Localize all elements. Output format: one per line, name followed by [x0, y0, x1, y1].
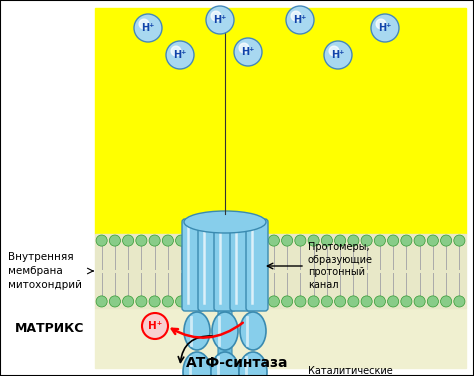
Ellipse shape	[183, 352, 211, 376]
Circle shape	[371, 14, 399, 42]
Circle shape	[123, 296, 134, 307]
Circle shape	[454, 296, 465, 307]
Bar	[95, 8, 466, 234]
Circle shape	[123, 235, 134, 246]
Ellipse shape	[239, 352, 267, 376]
FancyBboxPatch shape	[246, 219, 268, 311]
Circle shape	[388, 235, 399, 246]
Circle shape	[335, 296, 346, 307]
Circle shape	[136, 296, 147, 307]
Text: H⁺: H⁺	[293, 15, 307, 25]
Text: АТФ-синтаза: АТФ-синтаза	[186, 356, 288, 370]
Text: H⁺: H⁺	[141, 23, 155, 33]
Bar	[95, 234, 466, 308]
Circle shape	[440, 235, 452, 246]
Circle shape	[401, 296, 412, 307]
Circle shape	[162, 296, 173, 307]
Circle shape	[321, 235, 332, 246]
Circle shape	[171, 46, 181, 56]
Circle shape	[239, 43, 249, 53]
Circle shape	[329, 46, 339, 56]
Bar	[95, 308, 466, 368]
Circle shape	[308, 235, 319, 246]
Text: H⁺: H⁺	[148, 321, 162, 331]
Circle shape	[96, 235, 107, 246]
Circle shape	[149, 296, 160, 307]
Ellipse shape	[240, 312, 266, 350]
Circle shape	[427, 296, 438, 307]
Ellipse shape	[211, 352, 239, 376]
Text: Протомеры,
образующие
протонный
канал: Протомеры, образующие протонный канал	[308, 243, 373, 290]
Circle shape	[335, 235, 346, 246]
Circle shape	[388, 296, 399, 307]
Circle shape	[162, 235, 173, 246]
Circle shape	[166, 41, 194, 69]
Circle shape	[374, 296, 385, 307]
Circle shape	[175, 296, 187, 307]
Circle shape	[142, 313, 168, 339]
Circle shape	[211, 11, 221, 21]
Circle shape	[286, 6, 314, 34]
Circle shape	[295, 235, 306, 246]
Circle shape	[295, 296, 306, 307]
Text: Внутренняя
мембрана
митохондрий: Внутренняя мембрана митохондрий	[8, 252, 82, 290]
Circle shape	[175, 235, 187, 246]
Text: Каталитические
протомеры: Каталитические протомеры	[308, 366, 393, 376]
Text: H⁺: H⁺	[241, 47, 255, 57]
Circle shape	[139, 19, 149, 29]
Ellipse shape	[212, 312, 238, 350]
Circle shape	[414, 235, 425, 246]
Circle shape	[282, 235, 292, 246]
Ellipse shape	[184, 312, 210, 350]
Circle shape	[109, 296, 120, 307]
Circle shape	[206, 6, 234, 34]
Circle shape	[134, 14, 162, 42]
Circle shape	[374, 235, 385, 246]
Text: H⁺: H⁺	[173, 50, 187, 60]
FancyBboxPatch shape	[218, 301, 232, 376]
FancyBboxPatch shape	[198, 219, 220, 311]
Circle shape	[282, 296, 292, 307]
Circle shape	[414, 296, 425, 307]
Circle shape	[454, 235, 465, 246]
Circle shape	[321, 296, 332, 307]
Circle shape	[268, 296, 280, 307]
Text: H⁺: H⁺	[213, 15, 227, 25]
Circle shape	[308, 296, 319, 307]
Circle shape	[440, 296, 452, 307]
Circle shape	[234, 38, 262, 66]
Circle shape	[427, 235, 438, 246]
Circle shape	[361, 235, 372, 246]
Circle shape	[136, 235, 147, 246]
Circle shape	[348, 235, 359, 246]
Circle shape	[268, 235, 280, 246]
Circle shape	[109, 235, 120, 246]
Circle shape	[96, 296, 107, 307]
Circle shape	[291, 11, 301, 21]
FancyBboxPatch shape	[214, 219, 236, 311]
FancyBboxPatch shape	[182, 219, 204, 311]
Text: H⁺: H⁺	[331, 50, 345, 60]
Ellipse shape	[184, 211, 266, 233]
Circle shape	[149, 235, 160, 246]
Text: МАТРИКС: МАТРИКС	[15, 321, 84, 335]
Text: H⁺: H⁺	[378, 23, 392, 33]
Circle shape	[361, 296, 372, 307]
Circle shape	[324, 41, 352, 69]
FancyBboxPatch shape	[230, 219, 252, 311]
Circle shape	[376, 19, 386, 29]
Circle shape	[401, 235, 412, 246]
Circle shape	[348, 296, 359, 307]
